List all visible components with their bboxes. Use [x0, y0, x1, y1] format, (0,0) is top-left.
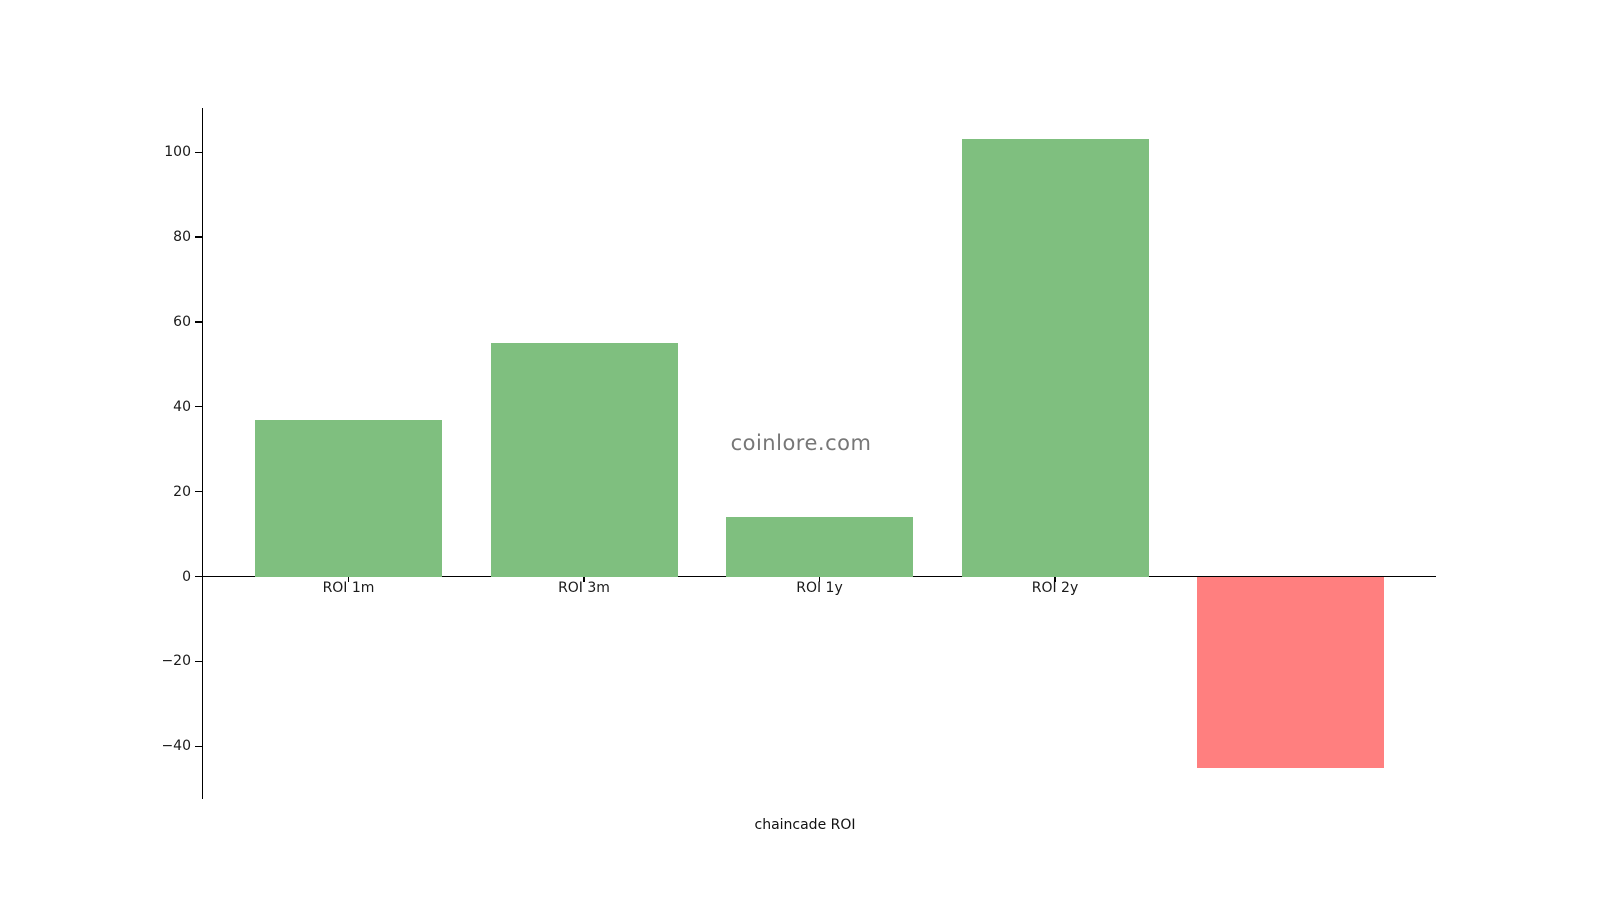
- y-tick-mark: [195, 491, 202, 493]
- y-tick-mark: [195, 321, 202, 323]
- bar-roi-1m: [255, 419, 442, 577]
- y-tick-label: 80: [173, 229, 191, 246]
- y-tick-mark: [195, 660, 202, 663]
- x-tick-mark: [583, 577, 585, 583]
- y-tick-mark: [195, 236, 202, 238]
- y-tick-mark: [195, 151, 202, 153]
- y-tick-label: 100: [164, 144, 191, 161]
- y-axis-line: [201, 108, 203, 799]
- y-tick-label: 60: [173, 313, 191, 330]
- x-tick-mark: [818, 577, 821, 583]
- x-tick-label: ROI 3m: [558, 579, 610, 596]
- bar-roi-1y: [726, 517, 913, 577]
- x-tick-label: ROI 2y: [1031, 579, 1079, 596]
- y-tick-label: 20: [173, 483, 191, 500]
- x-tick-label: ROI 1y: [796, 579, 843, 596]
- bar-roi-3m: [490, 343, 678, 577]
- bar-roi-2y: [961, 139, 1149, 577]
- y-tick-label: −40: [161, 738, 191, 755]
- y-tick-mark: [195, 406, 202, 408]
- y-tick-mark: [195, 745, 202, 747]
- x-tick-mark: [1054, 577, 1056, 583]
- x-tick-label: ROI 1m: [322, 579, 375, 596]
- bar-unlabeled: [1197, 577, 1384, 769]
- y-tick-label: 0: [182, 568, 191, 585]
- watermark: coinlore.com: [730, 431, 872, 455]
- y-tick-label: −20: [161, 653, 191, 670]
- chart-title: chaincade ROI: [754, 817, 856, 833]
- x-axis-line: [203, 575, 1436, 578]
- x-tick-mark: [347, 577, 350, 583]
- y-tick-mark: [195, 575, 202, 578]
- y-tick-label: 40: [173, 398, 191, 415]
